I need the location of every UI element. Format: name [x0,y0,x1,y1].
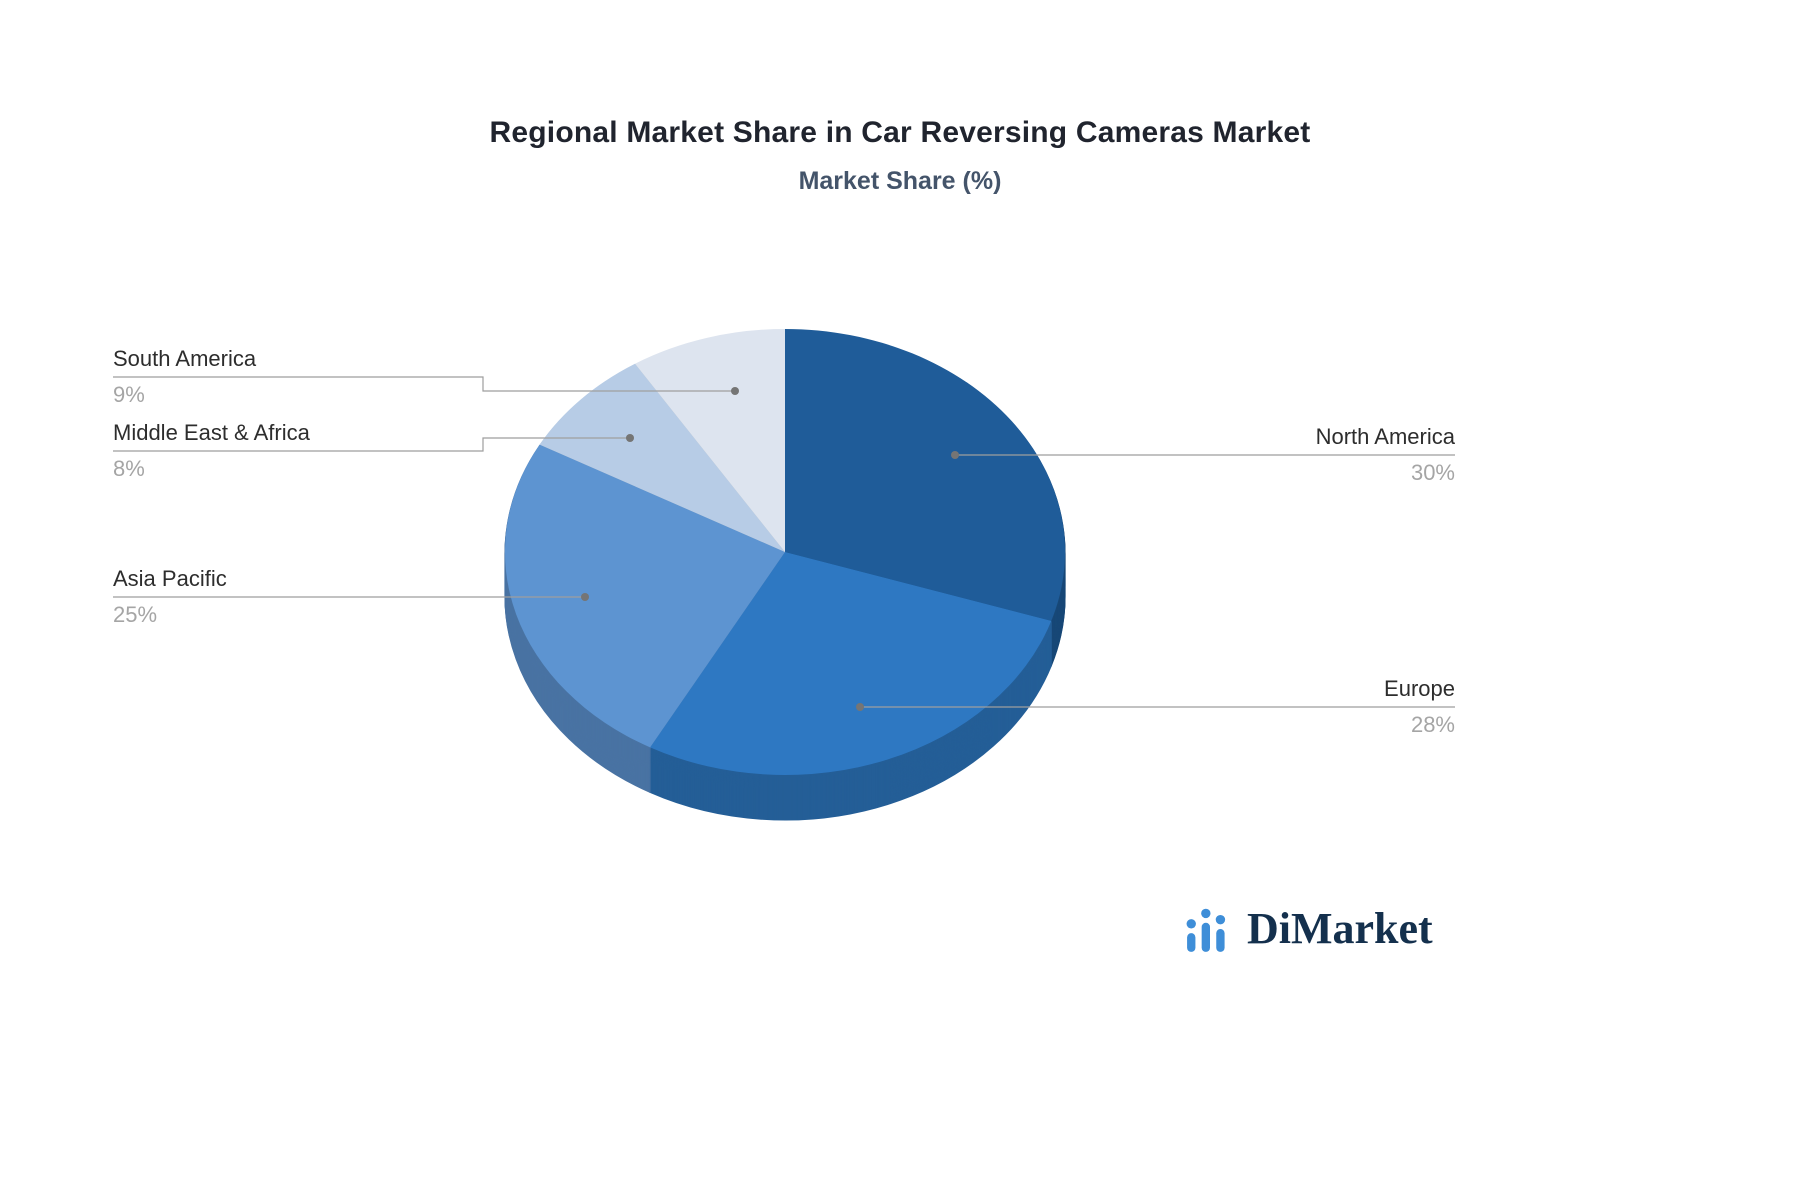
label-europe: Europe 28% [1384,676,1455,738]
pie-top [505,329,1065,775]
slice-label-name: Asia Pacific [113,566,227,591]
label-south-america: South America 9% [113,346,256,408]
chart-title: Regional Market Share in Car Reversing C… [489,116,1311,149]
leader-dot-middle-east-africa [626,434,634,442]
leader-dot-asia-pacific [581,593,589,601]
leader-dot-europe [856,703,864,711]
logo-text: DiMarket [1247,904,1433,953]
slice-label-name: Europe [1384,676,1455,701]
label-middle-east-africa: Middle East & Africa 8% [113,420,310,482]
slice-label-value: 9% [113,382,145,407]
label-asia-pacific: Asia Pacific 25% [113,566,227,628]
slice-label-name: South America [113,346,257,371]
chart-subtitle: Market Share (%) [798,167,1002,195]
slice-label-name: North America [1315,424,1455,449]
pie-slice-north-america [785,329,1065,621]
leader-line-middle-east-africa [113,437,630,452]
pie-slice-south-america [634,329,785,552]
pie-slice-middle-east-africa [539,363,785,552]
slice-label-value: 28% [1410,712,1455,737]
pie-slice-europe [650,552,1052,775]
slice-label-value: 25% [113,602,158,627]
slice-label-value: 30% [1410,460,1455,485]
dimarket-logo: DiMarket [1185,903,1433,954]
leader-dot-south-america [731,387,739,395]
slice-label-name: Middle East & Africa [113,420,310,445]
label-north-america: North America 30% [1316,424,1455,486]
leader-lines [113,376,1455,711]
bar-chart-icon [1186,908,1226,952]
leader-dot-north-america [951,451,959,459]
leader-line-south-america [113,376,735,392]
slice-label-value: 8% [113,456,145,481]
pie-slice-asia-pacific [505,444,785,748]
